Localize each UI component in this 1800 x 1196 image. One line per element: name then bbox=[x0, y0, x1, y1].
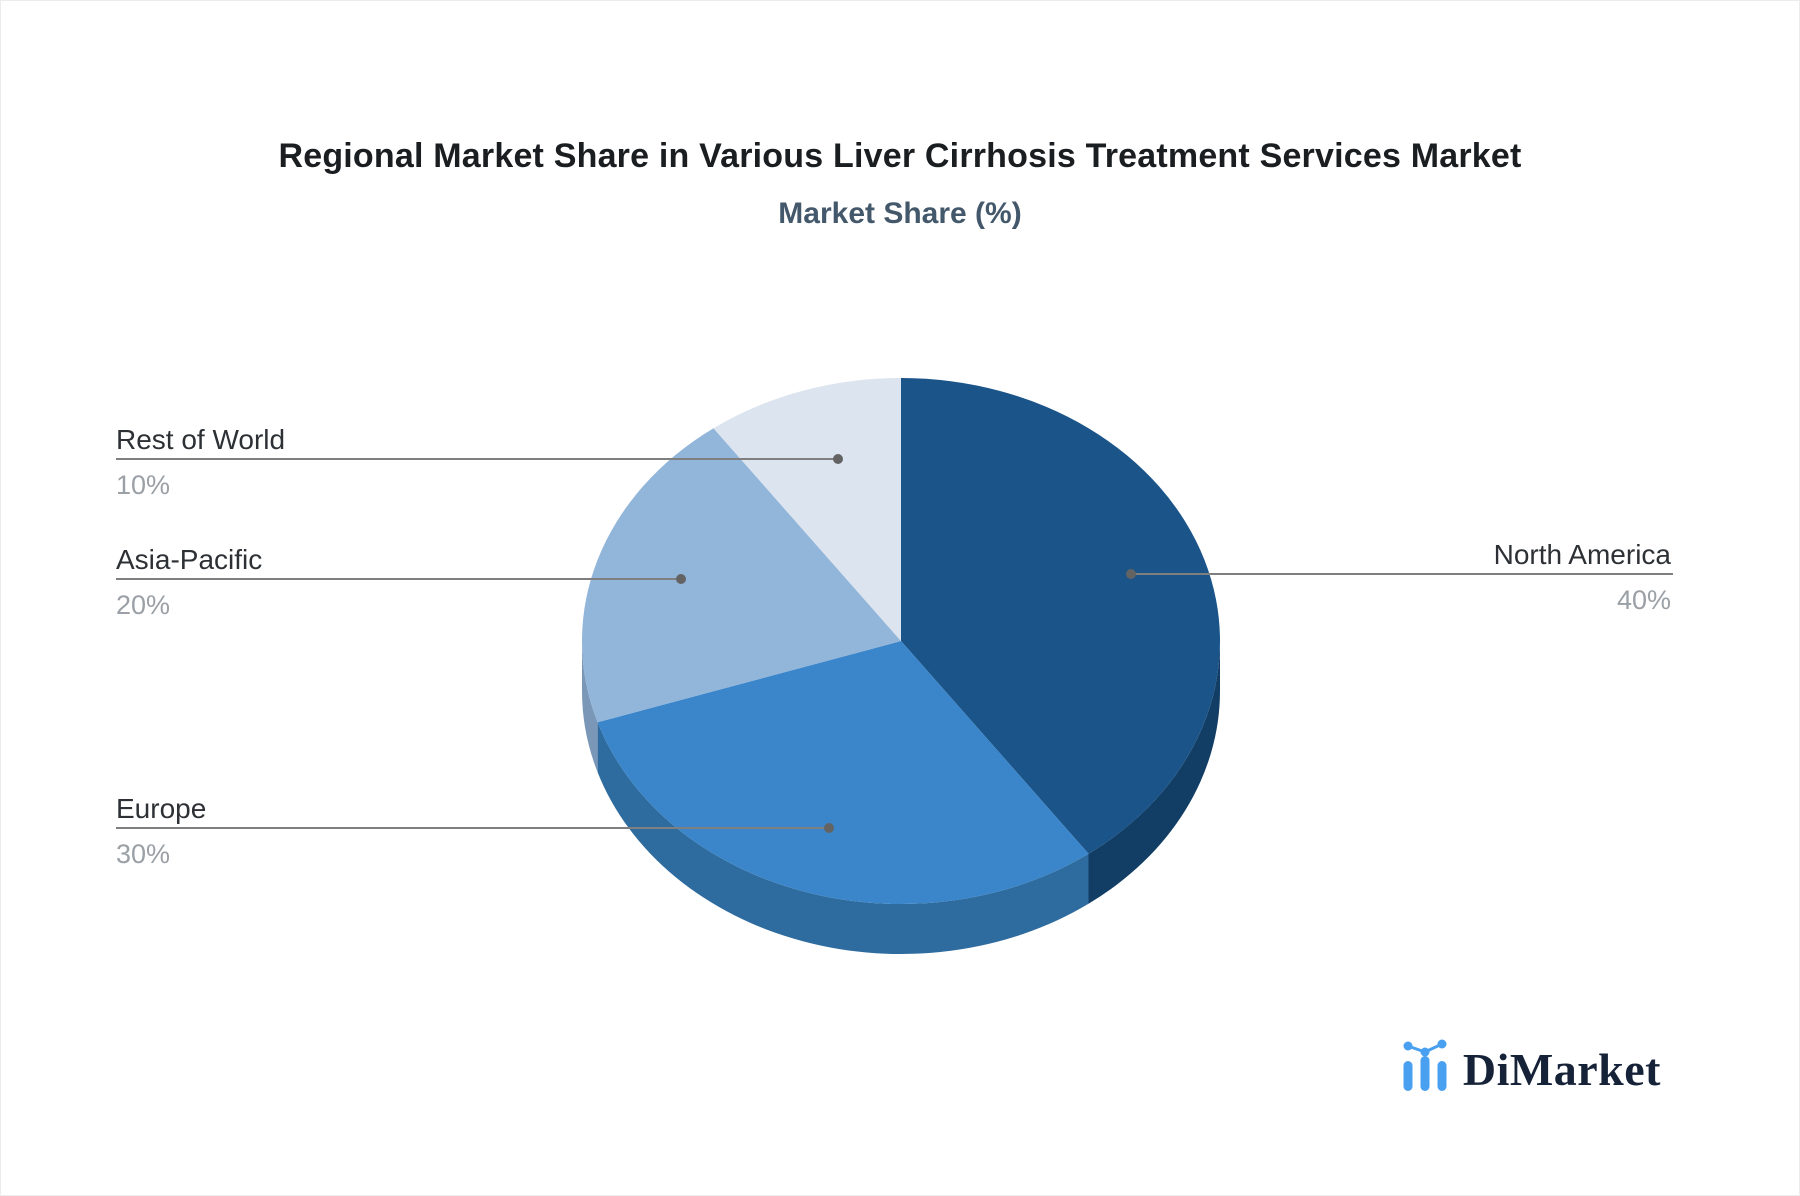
bar-line-chart-icon bbox=[1403, 1039, 1447, 1091]
chart-title: Regional Market Share in Various Liver C… bbox=[278, 137, 1522, 175]
pie-slice-north-america bbox=[901, 378, 1220, 854]
callout-value: 20% bbox=[116, 590, 171, 620]
callout-value: 10% bbox=[116, 470, 171, 500]
callout-label: Europe bbox=[116, 793, 207, 824]
callout-dot-north-america bbox=[1126, 569, 1136, 579]
callout-europe: Europe 30% bbox=[116, 792, 676, 870]
callout-rest-of-world: Rest of World 10% bbox=[116, 423, 676, 501]
callout-dot-asia-pacific bbox=[676, 574, 686, 584]
pie-slice-side-asia-pacific bbox=[582, 641, 598, 773]
callout-north-america: North America 40% bbox=[1111, 538, 1671, 616]
pie-slice-asia-pacific bbox=[582, 428, 901, 723]
pie-slice-side-europe bbox=[597, 722, 1089, 955]
pie-slice-rest-of-world bbox=[713, 378, 901, 641]
callout-dot-europe bbox=[824, 823, 834, 833]
callout-label: North America bbox=[1493, 539, 1671, 570]
callout-asia-pacific: Asia-Pacific 20% bbox=[116, 543, 676, 621]
callout-value: 30% bbox=[116, 839, 171, 869]
pie-slice-side-north-america bbox=[1088, 641, 1220, 904]
callout-label: Asia-Pacific bbox=[116, 544, 263, 575]
pie-slice-europe bbox=[597, 641, 1089, 905]
chart-subtitle: Market Share (%) bbox=[778, 197, 1022, 230]
dimarket-logo: DiMarket bbox=[1401, 1037, 1661, 1093]
callout-dot-rest-of-world bbox=[833, 454, 843, 464]
logo-wordmark: DiMarket bbox=[1462, 1044, 1661, 1095]
callout-label: Rest of World bbox=[116, 424, 286, 455]
callout-value: 40% bbox=[1616, 585, 1671, 615]
